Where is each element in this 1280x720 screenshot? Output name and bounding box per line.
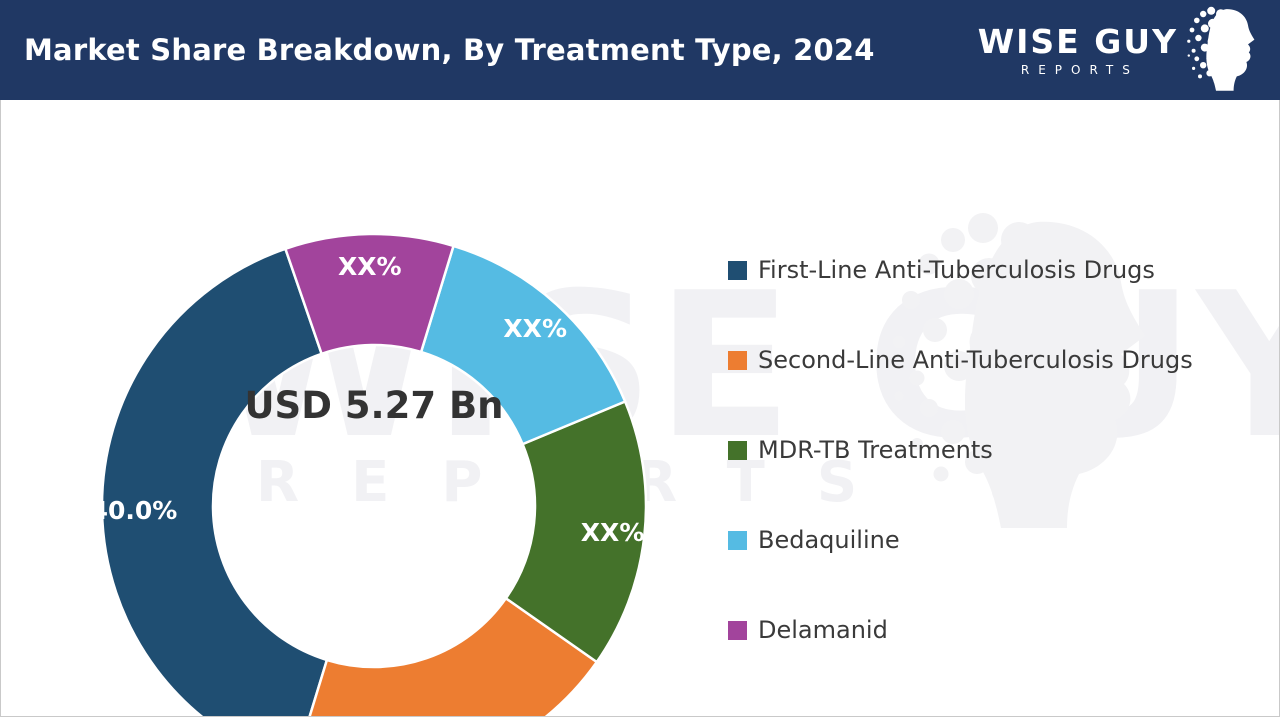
legend-swatch-icon: [728, 260, 747, 280]
slice-delamanid: [284, 232, 455, 356]
legend-label: Delamanid: [758, 616, 888, 644]
legend-label: First-Line Anti-Tuberculosis Drugs: [758, 256, 1155, 284]
slice-label-bedaquiline: XX%: [503, 314, 567, 343]
legend-item-delamanid: Delamanid: [728, 615, 1193, 645]
slice-label-delamanid: XX%: [338, 252, 402, 281]
slice-mdr-tb-treatments: [504, 400, 648, 664]
legend-label: Second-Line Anti-Tuberculosis Drugs: [758, 346, 1193, 374]
wiseguy-logo: WISE GUY REPORTS: [978, 6, 1266, 94]
face-dots-icon: [1187, 6, 1255, 91]
slice-label-mdr-tb-treatments: XX%: [581, 518, 645, 547]
chart-center-value: USD 5.27 Bn: [244, 383, 504, 427]
legend-label: MDR-TB Treatments: [758, 436, 993, 464]
donut-chart: 40.0%XX%XX%XX%XX%: [91, 232, 648, 716]
logo-subtitle: REPORTS: [1020, 63, 1139, 77]
legend-swatch-icon: [728, 530, 747, 550]
legend-label: Bedaquiline: [758, 526, 900, 554]
legend-item-bedaquiline: Bedaquiline: [728, 525, 1193, 555]
legend-swatch-icon: [728, 440, 747, 460]
logo-wordmark: WISE GUY: [977, 22, 1178, 61]
slice-label-first-line-anti-tuberculosis-drugs: 40.0%: [91, 496, 178, 525]
logo-text: WISE GUY REPORTS: [977, 22, 1178, 78]
chart-area: WISE GUY REPORTS 40.0%XX%XX%XX%XX% USD 5…: [0, 100, 1280, 717]
header: Market Share Breakdown, By Treatment Typ…: [0, 0, 1280, 100]
slice-bedaquiline: [419, 244, 627, 446]
page-title: Market Share Breakdown, By Treatment Typ…: [24, 33, 875, 67]
legend-item-first-line-anti-tuberculosis-drugs: First-Line Anti-Tuberculosis Drugs: [728, 255, 1193, 285]
slice-second-line-anti-tuberculosis-drugs: [308, 597, 599, 716]
legend-swatch-icon: [728, 350, 747, 370]
legend-swatch-icon: [728, 620, 747, 640]
legend-item-second-line-anti-tuberculosis-drugs: Second-Line Anti-Tuberculosis Drugs: [728, 345, 1193, 375]
legend: First-Line Anti-Tuberculosis Drugs Second…: [728, 255, 1193, 645]
slice-first-line-anti-tuberculosis-drugs: [100, 247, 329, 716]
legend-item-mdr-tb-treatments: MDR-TB Treatments: [728, 435, 1193, 465]
